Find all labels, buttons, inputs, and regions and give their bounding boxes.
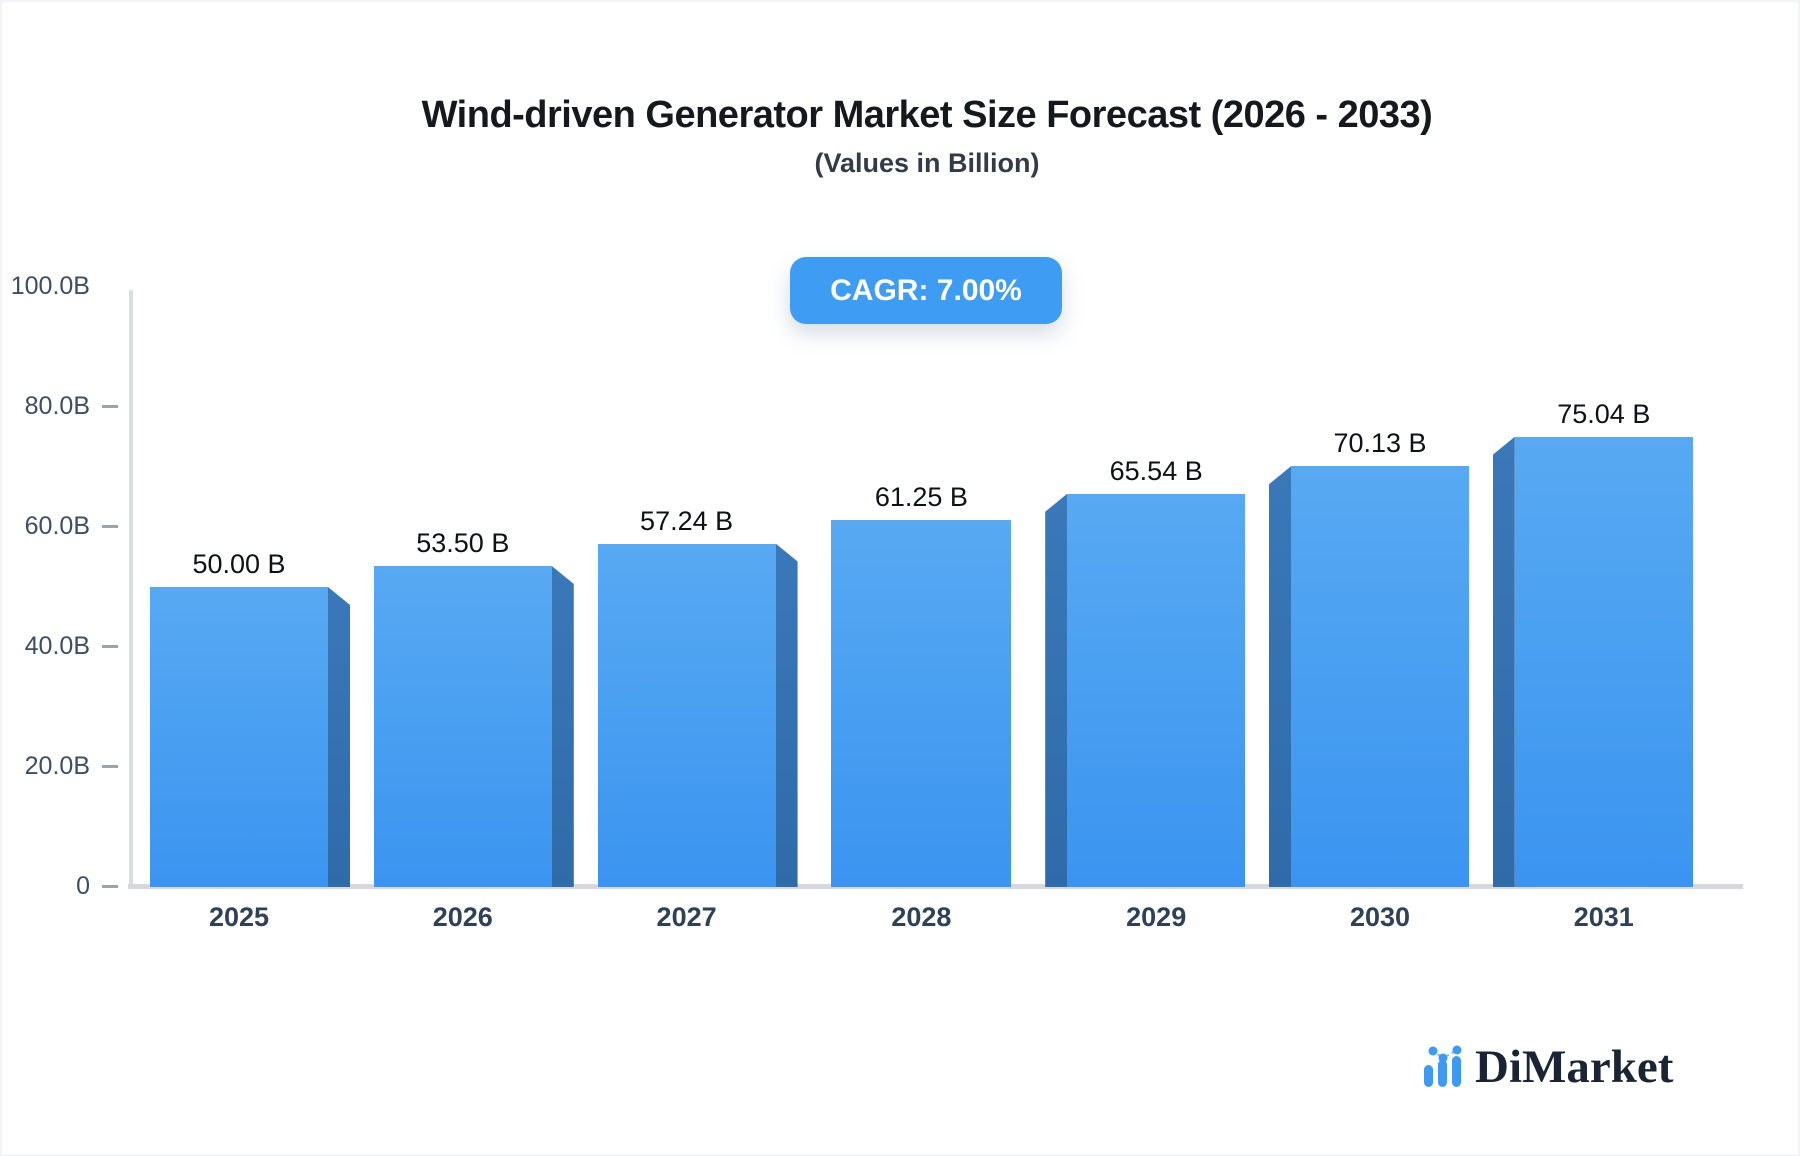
y-axis-label: 60.0B [24,512,90,540]
bar-value-label: 61.25 B [874,481,968,512]
bar-2030 [1291,466,1469,887]
bar-2028 [831,519,1012,887]
dimarket-logo-icon [1424,1045,1462,1087]
y-axis-line [129,290,133,889]
y-axis-label: 80.0B [24,392,90,420]
y-axis-tick [102,405,118,408]
bar-2026 [373,566,552,887]
bar-side-panel [775,543,798,887]
bar-value-label: 50.00 B [192,549,286,579]
bar-2031 [1514,436,1693,887]
y-axis-label: 40.0B [24,632,90,660]
x-axis-label: 2030 [1349,902,1411,932]
bar-side-panel [328,587,350,887]
brand-footer: DiMarket [1421,1044,1673,1094]
bar-value-label: 65.54 B [1109,455,1203,486]
chart-subtitle: (Values in Billion) [814,148,1040,178]
y-axis-tick [102,645,118,648]
x-axis-label: 2031 [1573,902,1634,932]
y-axis-tick [102,525,118,528]
x-axis-label: 2026 [432,902,493,932]
bar-side-panel [1269,466,1291,887]
bar-2027 [597,543,776,887]
bar-2025 [150,587,328,887]
x-axis-label: 2028 [891,902,952,932]
y-axis-label: 20.0B [24,752,90,780]
x-axis-label: 2025 [208,902,270,932]
bar-value-label: 53.50 B [416,528,510,558]
y-axis-label: 0 [76,872,90,900]
x-axis-label: 2029 [1126,902,1187,932]
brand-name: DiMarket [1475,1041,1674,1093]
cagr-badge: CAGR: 7.00% [790,257,1062,324]
bar-value-label: 70.13 B [1333,428,1427,459]
bar-side-panel [551,566,574,887]
bar-side-panel [1045,493,1068,887]
y-axis-tick [102,765,118,768]
x-axis-label: 2027 [656,902,717,932]
chart-title: Wind-driven Generator Market Size Foreca… [421,94,1433,136]
y-axis-tick [102,885,118,888]
bar-2029 [1067,493,1246,887]
bar-value-label: 75.04 B [1557,398,1651,429]
bar-value-label: 57.24 B [640,505,734,536]
bar-side-panel [1492,436,1515,887]
y-axis-label: 100.0B [10,272,90,300]
